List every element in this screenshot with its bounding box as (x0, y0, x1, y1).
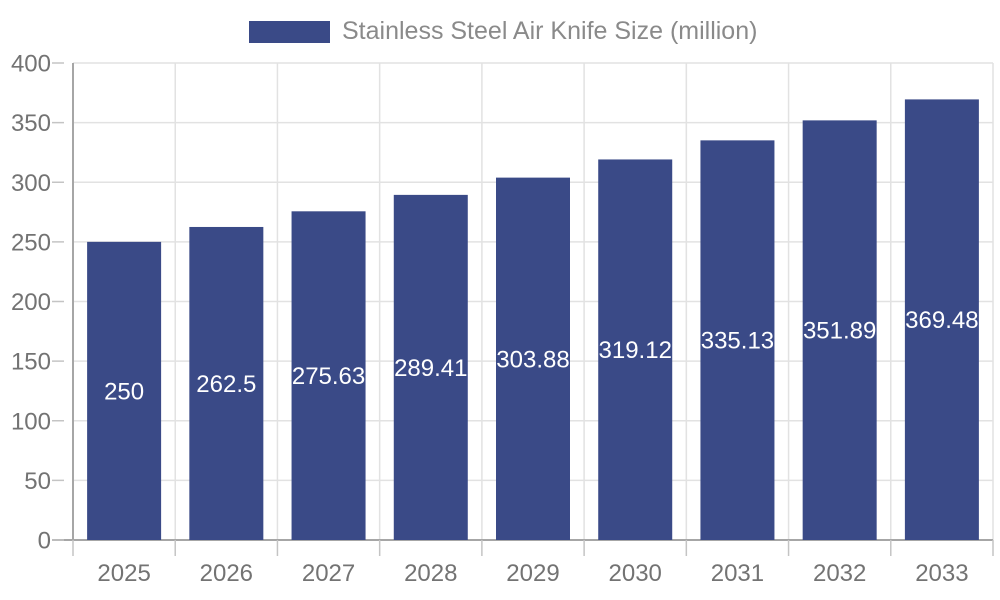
y-tick-label: 200 (11, 289, 51, 316)
bar-labels: 250 262.5 275.63 289.41 303.88 319.12 335.13 35… (104, 307, 979, 405)
legend-item[interactable]: Stainless Steel Air Knife Size (million) (249, 19, 757, 44)
bar-value-label: 303.88 (496, 346, 569, 373)
legend-label: Stainless Steel Air Knife Size (million) (342, 17, 758, 45)
bar-2033[interactable] (904, 99, 979, 540)
bar-2031[interactable] (700, 140, 775, 540)
bar-2029[interactable] (496, 177, 570, 540)
bars (87, 99, 979, 540)
bar-value-label: 335.13 (701, 328, 774, 355)
x-tick-label: 2025 (97, 560, 150, 587)
bar-value-label: 289.41 (394, 355, 467, 382)
bar-value-label: 319.12 (599, 337, 672, 364)
y-tick-label: 400 (11, 51, 51, 78)
x-tick-label: 2031 (711, 560, 764, 587)
y-axis-labels: 0 50 100 150 200 250 300 350 400 (11, 51, 51, 555)
y-tick-label: 100 (11, 408, 51, 435)
axis-ticks (52, 62, 994, 556)
bar-2030[interactable] (598, 159, 673, 540)
bar-value-label: 369.48 (905, 307, 978, 334)
x-tick-label: 2033 (915, 560, 968, 587)
y-tick-label: 250 (11, 229, 51, 256)
x-axis-labels: 2025 2026 2027 2028 2029 2030 2031 2032 2033 (97, 560, 968, 587)
x-tick-label: 2030 (609, 560, 662, 587)
x-tick-label: 2029 (506, 560, 559, 587)
x-tick-label: 2028 (404, 560, 457, 587)
y-tick-label: 150 (11, 349, 51, 376)
bar-2025[interactable] (87, 241, 162, 540)
legend-marker (249, 20, 330, 43)
bar-value-label: 351.89 (803, 318, 876, 345)
y-tick-label: 0 (38, 528, 51, 555)
bar-2026[interactable] (189, 226, 264, 540)
bar-value-label: 262.5 (196, 371, 256, 398)
x-tick-label: 2032 (813, 560, 866, 587)
x-tick-label: 2026 (200, 560, 253, 587)
bar-2032[interactable] (802, 120, 877, 540)
x-tick-label: 2027 (302, 560, 355, 587)
bar-2028[interactable] (393, 194, 468, 540)
bar-value-label: 250 (104, 378, 144, 405)
y-tick-label: 50 (24, 468, 51, 495)
bar-value-label: 275.63 (292, 363, 365, 390)
y-tick-label: 350 (11, 110, 51, 137)
y-tick-label: 300 (11, 170, 51, 197)
bar-2027[interactable] (291, 211, 366, 540)
